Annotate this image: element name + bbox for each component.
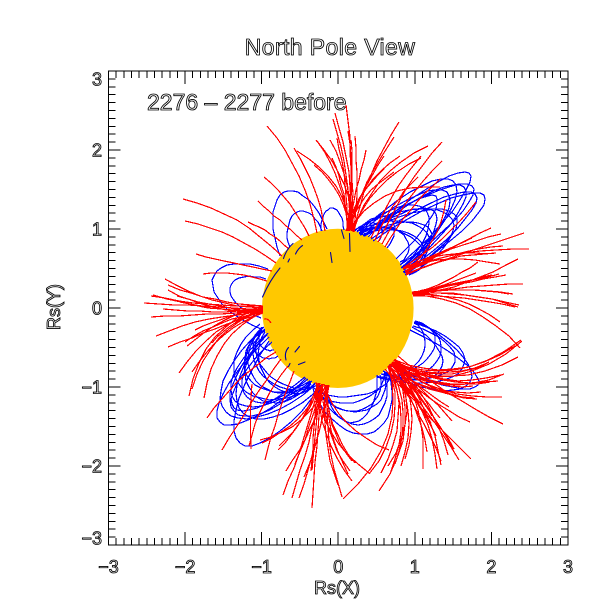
svg-text:3: 3 bbox=[563, 557, 573, 577]
svg-text:−2: −2 bbox=[81, 457, 102, 477]
svg-text:Rs(X): Rs(X) bbox=[314, 578, 360, 598]
svg-text:2276 – 2277 before: 2276 – 2277 before bbox=[147, 89, 347, 115]
svg-text:1: 1 bbox=[92, 220, 102, 240]
svg-text:−3: −3 bbox=[98, 557, 119, 577]
svg-text:0: 0 bbox=[92, 299, 102, 319]
svg-text:3: 3 bbox=[92, 70, 102, 90]
svg-text:Rs(Y): Rs(Y) bbox=[44, 284, 64, 330]
svg-text:1: 1 bbox=[410, 557, 420, 577]
svg-text:2: 2 bbox=[92, 141, 102, 161]
svg-text:−1: −1 bbox=[251, 557, 272, 577]
svg-text:0: 0 bbox=[333, 557, 343, 577]
svg-text:North Pole View: North Pole View bbox=[245, 34, 416, 60]
svg-text:2: 2 bbox=[486, 557, 496, 577]
svg-text:−2: −2 bbox=[175, 557, 196, 577]
svg-text:−1: −1 bbox=[81, 378, 102, 398]
svg-text:−3: −3 bbox=[81, 529, 102, 549]
